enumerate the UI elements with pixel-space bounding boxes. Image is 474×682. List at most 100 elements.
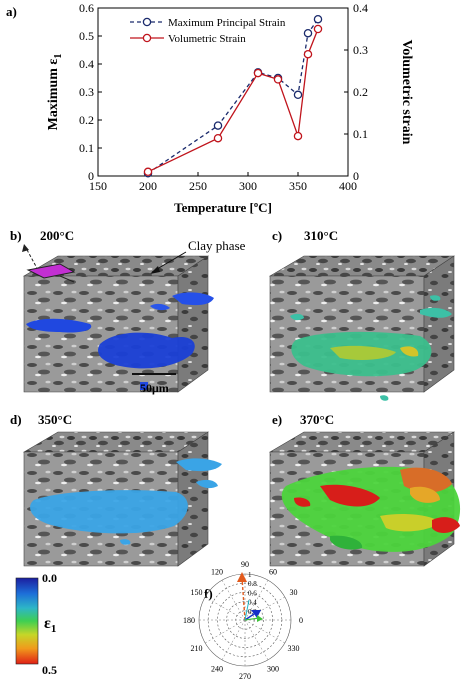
polar-angle-label: 210 (191, 644, 203, 653)
colorbar-max: 0.0 (42, 571, 57, 585)
temp-label-b: 200°C (40, 228, 74, 243)
polar-radial-label: 0.6 (248, 589, 257, 597)
data-point-1 (313, 24, 323, 34)
arrow-shaft-orange (241, 577, 246, 621)
polar-angle-label: 240 (211, 664, 223, 673)
y-left-tick-label: 0.6 (79, 1, 94, 15)
x-axis-title: Temperature [ºC] (174, 200, 272, 215)
data-point-0 (313, 14, 323, 24)
data-point-0 (213, 121, 223, 130)
colorbar-gradient (15, 577, 39, 665)
temp-label-c: 310°C (304, 228, 338, 243)
series-group (143, 14, 323, 178)
y-left-tick-label: 0.3 (79, 85, 94, 99)
x-tick-label: 400 (339, 179, 357, 193)
polar-angle-label: 30 (289, 588, 297, 597)
data-point-1 (273, 75, 283, 84)
polar-ring (217, 592, 273, 648)
axes-indicator (22, 244, 76, 283)
y-right-tick-label: 0.4 (353, 1, 368, 15)
legend-marker-volumetric (142, 33, 152, 43)
x-axis: 150 200 250 300 350 400 (89, 172, 357, 193)
panel-c: c) 310°C (268, 228, 455, 401)
x-tick-label: 350 (289, 179, 307, 193)
polar-angle-label: 330 (287, 644, 299, 653)
data-point-0 (293, 90, 303, 100)
polar-angle-label: 120 (211, 568, 223, 577)
arrow-head-orange (237, 572, 247, 582)
legend: Maximum Principal Strain Volumetric Stra… (130, 17, 286, 45)
y-left-tick-label: 0.1 (79, 141, 94, 155)
polar-angle-label: 0 (299, 616, 303, 625)
y-left-tick-label: 0.4 (79, 57, 94, 71)
polar-radial-label: 1 (248, 571, 252, 579)
y-right-tick-label: 0.2 (353, 85, 368, 99)
data-point-1 (143, 167, 153, 177)
y-right-tick-label: 0 (353, 169, 359, 183)
polar-angle-label: 90 (241, 560, 249, 569)
data-point-1 (303, 49, 313, 59)
polar-spoke (244, 619, 285, 644)
colorbar-min: 0.5 (42, 663, 57, 677)
polar-spoke (205, 619, 246, 644)
legend-marker-max-principal (142, 17, 152, 27)
polar-radial-label: 0.8 (248, 580, 257, 588)
polar-ring (226, 601, 264, 639)
strain-cloud-e (281, 466, 461, 552)
strain-cloud-d (30, 458, 222, 545)
panel-label-b: b) (10, 228, 22, 243)
panel-d: d) 350°C (10, 412, 222, 567)
polar-radial-label: 0.4 (248, 599, 257, 607)
x-tick-label: 200 (139, 179, 157, 193)
polar-angle-label: 270 (239, 672, 251, 681)
polar-spoke (221, 619, 246, 660)
y-left-tick-label: 0 (88, 169, 94, 183)
scale-bar-label: 50μm (140, 381, 169, 395)
y-left-tick-label: 0.2 (79, 113, 94, 127)
temp-label-d: 350°C (38, 412, 72, 427)
panel-label-c: c) (272, 228, 282, 243)
y-left-tick-label: 0.5 (79, 29, 94, 43)
strain-temperature-chart: a) 150 200 250 300 350 400 0 0.1 0.2 0.3 0.4 0.5 0.… (6, 1, 414, 215)
clay-phase-annotation: Clay phase (188, 238, 246, 253)
strain-cloud-b (26, 292, 214, 390)
arrow-head-green (257, 615, 263, 622)
arrow-shaft-green (244, 617, 260, 621)
microstructure-panels: b) 200°C Clay phase 50μm c) 310°C (10, 228, 461, 681)
panel-label-e: e) (272, 412, 282, 427)
colorbar: 0.0 0.5 ε1 (15, 571, 57, 677)
arrow-head-blue (251, 610, 261, 618)
data-point-1 (253, 68, 263, 78)
polar-angle-label: 150 (191, 588, 203, 597)
series-line-1 (147, 28, 319, 173)
panel-b: b) 200°C Clay phase 50μm (10, 228, 246, 395)
panel-label-d: d) (10, 412, 22, 427)
data-point-0 (303, 28, 313, 38)
panel-label-a: a) (6, 4, 17, 19)
y-axis-right-title: Volumetric strain (399, 40, 414, 145)
x-tick-label: 150 (89, 179, 107, 193)
panel-label-f: f) (204, 586, 213, 601)
y-axis-left: 0 0.1 0.2 0.3 0.4 0.5 0.6 (79, 1, 102, 183)
strain-cloud-c (290, 295, 452, 401)
y-axis-right: 0 0.1 0.2 0.3 0.4 (344, 1, 368, 183)
x-tick-label: 300 (239, 179, 257, 193)
temp-label-e: 370°C (300, 412, 334, 427)
x-tick-label: 250 (189, 179, 207, 193)
data-point-1 (293, 131, 303, 141)
legend-label-max-principal: Maximum Principal Strain (168, 17, 286, 29)
polar-spoke (221, 580, 246, 621)
legend-label-volumetric: Volumetric Strain (168, 33, 246, 45)
polar-spoke (244, 619, 269, 660)
polar-angle-label: 180 (183, 616, 195, 625)
y-right-tick-label: 0.3 (353, 43, 368, 57)
colorbar-title: ε1 (44, 615, 56, 635)
data-point-1 (213, 133, 223, 143)
polar-angle-label: 60 (269, 568, 277, 577)
polar-angle-label: 300 (267, 664, 279, 673)
panel-e: e) 370°C (268, 412, 461, 567)
y-right-tick-label: 0.1 (353, 127, 368, 141)
arrow-shaft-cyan (244, 599, 250, 621)
y-axis-left-title: Maximum ε1 (46, 54, 64, 131)
